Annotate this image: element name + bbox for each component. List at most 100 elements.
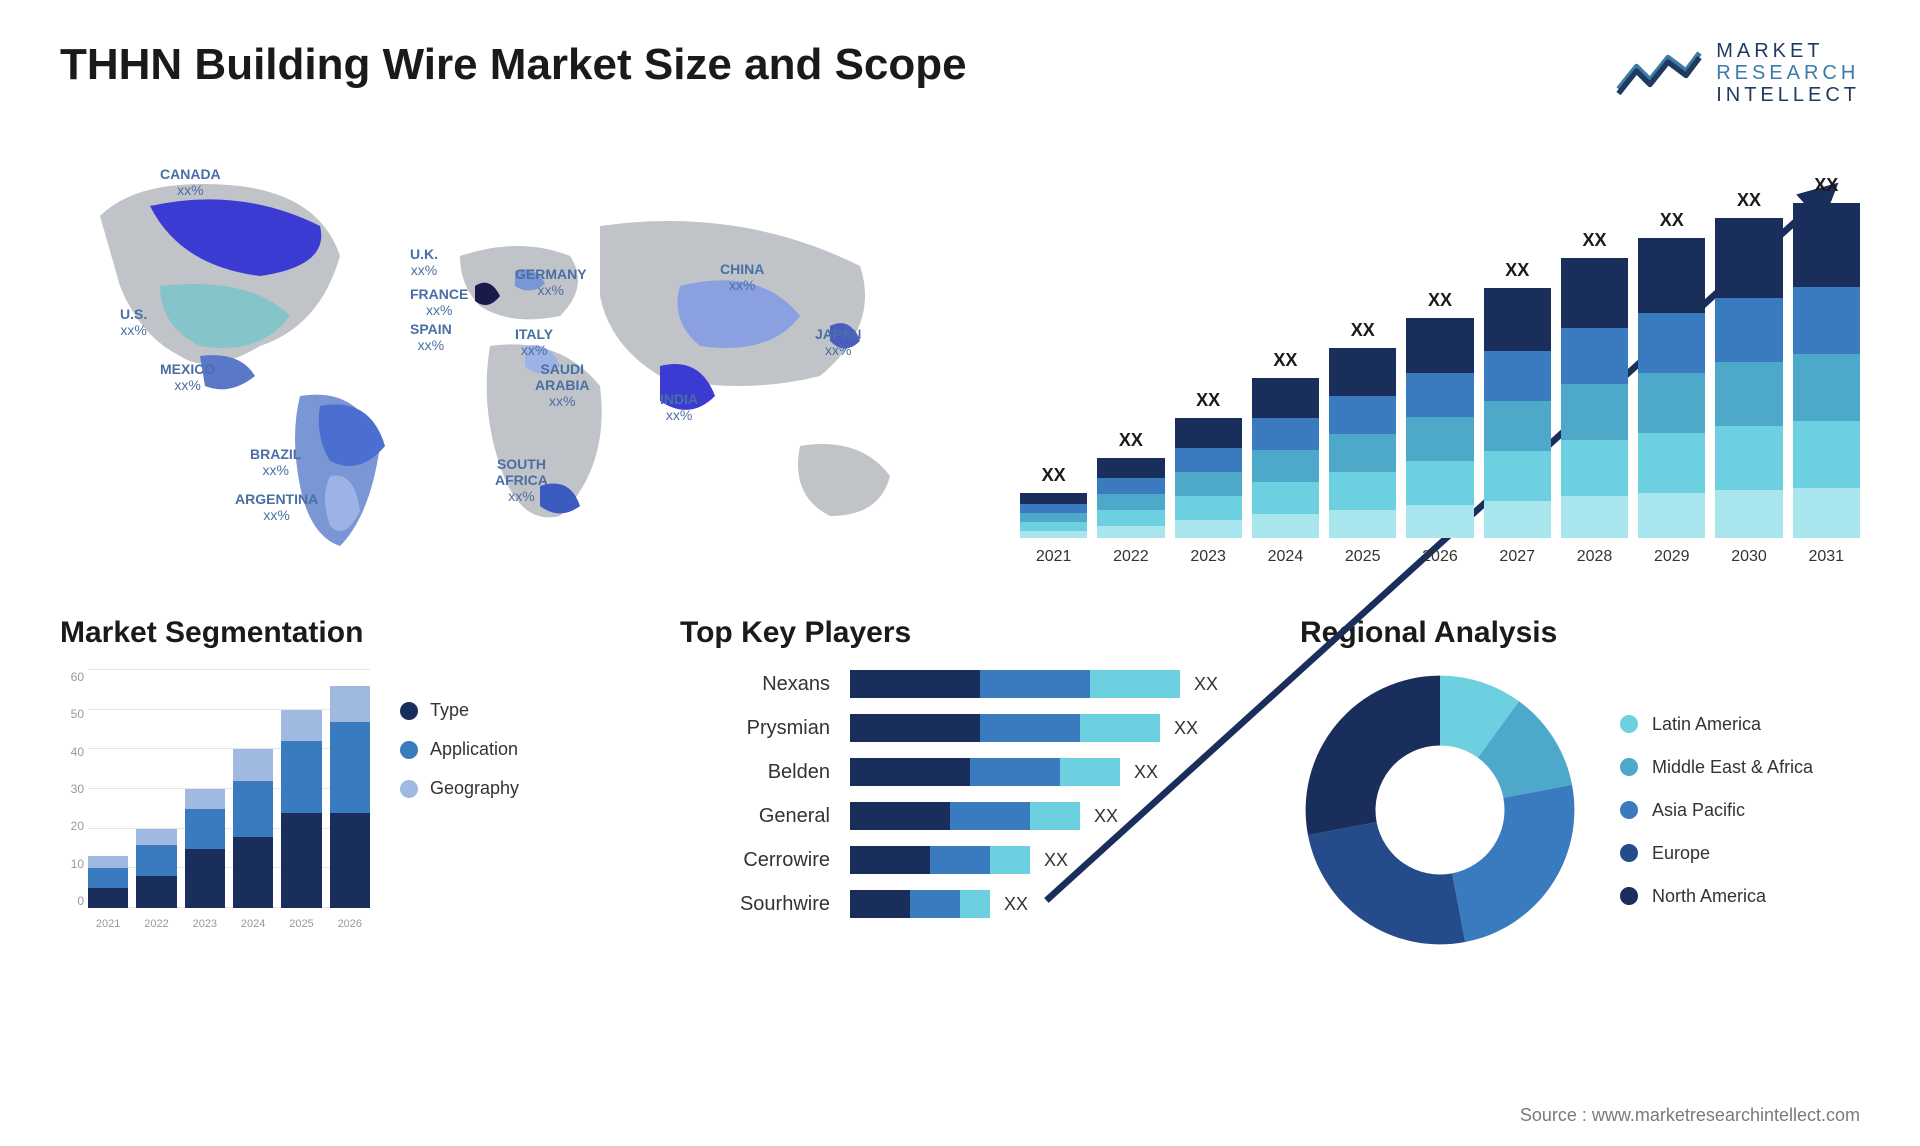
legend-swatch [1620,758,1638,776]
bar-value-label: XX [1175,390,1242,411]
map-label-south-africa: SOUTHAFRICAxx% [495,456,548,504]
segmentation-title: Market Segmentation [60,616,620,650]
players-title: Top Key Players [680,616,1240,650]
y-tick: 10 [60,857,88,871]
brand-logo: MARKET RESEARCH INTELLECT [1614,40,1860,106]
map-label-japan: JAPANxx% [815,326,861,358]
world-map-panel: CANADAxx%U.S.xx%MEXICOxx%BRAZILxx%ARGENT… [60,146,960,566]
segmentation-panel: Market Segmentation 0102030405060 202120… [60,616,620,950]
legend-label: Type [430,700,469,721]
map-label-china: CHINAxx% [720,261,764,293]
map-label-spain: SPAINxx% [410,321,452,353]
player-label: General [680,802,830,830]
main-bar-2029: XX [1638,238,1705,538]
bar-value-label: XX [1793,175,1860,196]
seg-year-label: 2023 [185,918,225,930]
logo-text: MARKET RESEARCH INTELLECT [1716,40,1860,106]
map-label-mexico: MEXICOxx% [160,361,215,393]
bar-value-label: XX [1020,465,1087,486]
year-label: 2029 [1638,548,1705,566]
players-bars: XXXXXXXXXXXX [850,670,1240,918]
regional-legend: Latin America Middle East & Africa Asia Pa… [1620,714,1813,907]
legend-swatch [1620,715,1638,733]
legend-item-geography: Geography [400,778,519,799]
segmentation-legend: Type Application Geography [400,700,519,799]
players-panel: Top Key Players NexansPrysmianBeldenGene… [680,616,1240,950]
legend-label: Asia Pacific [1652,800,1745,821]
legend-swatch [1620,887,1638,905]
seg-year-label: 2024 [233,918,273,930]
seg-bar-2025 [281,710,321,908]
year-label: 2021 [1020,548,1087,566]
page-title: THHN Building Wire Market Size and Scope [60,40,967,90]
year-label: 2025 [1329,548,1396,566]
bar-value-label: XX [1484,260,1551,281]
legend-item-type: Type [400,700,519,721]
brand-line1: MARKET [1716,40,1860,62]
bar-value-label: XX [1097,430,1164,451]
main-bar-2023: XX [1175,418,1242,538]
main-bar-2025: XX [1329,348,1396,538]
map-label-france: FRANCExx% [410,286,468,318]
map-label-saudi-arabia: SAUDIARABIAxx% [535,361,589,409]
legend-swatch [400,702,418,720]
y-tick: 50 [60,707,88,721]
bar-value-label: XX [1329,320,1396,341]
main-bar-2030: XX [1715,218,1782,538]
year-label: 2028 [1561,548,1628,566]
donut-slice-north-america [1306,676,1440,836]
map-label-germany: GERMANYxx% [515,266,587,298]
regional-panel: Regional Analysis Latin America Middle Ea… [1300,616,1860,950]
player-value-label: XX [1004,894,1028,915]
player-row-cerrowire: XX [850,846,1240,874]
year-label: 2022 [1097,548,1164,566]
seg-year-label: 2022 [136,918,176,930]
legend-label: Middle East & Africa [1652,757,1813,778]
player-value-label: XX [1094,806,1118,827]
main-bar-2031: XX [1793,203,1860,538]
player-value-label: XX [1174,718,1198,739]
brand-line2: RESEARCH [1716,62,1860,84]
seg-bar-2026 [330,686,370,908]
player-label: Nexans [680,670,830,698]
year-label: 2026 [1406,548,1473,566]
year-label: 2024 [1252,548,1319,566]
legend-swatch [400,780,418,798]
region-legend-item: Europe [1620,843,1813,864]
year-label: 2027 [1484,548,1551,566]
donut-slice-asia-pacific [1452,785,1574,942]
player-label: Prysmian [680,714,830,742]
player-value-label: XX [1044,850,1068,871]
player-row-belden: XX [850,758,1240,786]
map-label-canada: CANADAxx% [160,166,221,198]
year-label: 2023 [1175,548,1242,566]
legend-swatch [400,741,418,759]
legend-label: North America [1652,886,1766,907]
map-label-brazil: BRAZILxx% [250,446,301,478]
brand-line3: INTELLECT [1716,84,1860,106]
player-row-prysmian: XX [850,714,1240,742]
map-label-argentina: ARGENTINAxx% [235,491,318,523]
y-tick: 20 [60,819,88,833]
players-labels: NexansPrysmianBeldenGeneralCerrowireSour… [680,670,830,918]
region-legend-item: Middle East & Africa [1620,757,1813,778]
legend-label: Geography [430,778,519,799]
main-bar-2021: XX [1020,493,1087,538]
main-bar-2026: XX [1406,318,1473,538]
player-row-sourhwire: XX [850,890,1240,918]
main-bar-2028: XX [1561,258,1628,538]
seg-bar-2023 [185,789,225,908]
player-label: Sourhwire [680,890,830,918]
y-tick: 60 [60,670,88,684]
player-label: Cerrowire [680,846,830,874]
bar-value-label: XX [1715,190,1782,211]
seg-year-label: 2021 [88,918,128,930]
y-tick: 30 [60,782,88,796]
logo-icon [1614,41,1704,106]
main-bar-chart: XXXXXXXXXXXXXXXXXXXXXX 20212022202320242… [1020,146,1860,566]
region-legend-item: Latin America [1620,714,1813,735]
main-bar-2027: XX [1484,288,1551,538]
seg-bar-2021 [88,856,128,908]
legend-item-application: Application [400,739,519,760]
regional-title: Regional Analysis [1300,616,1860,650]
